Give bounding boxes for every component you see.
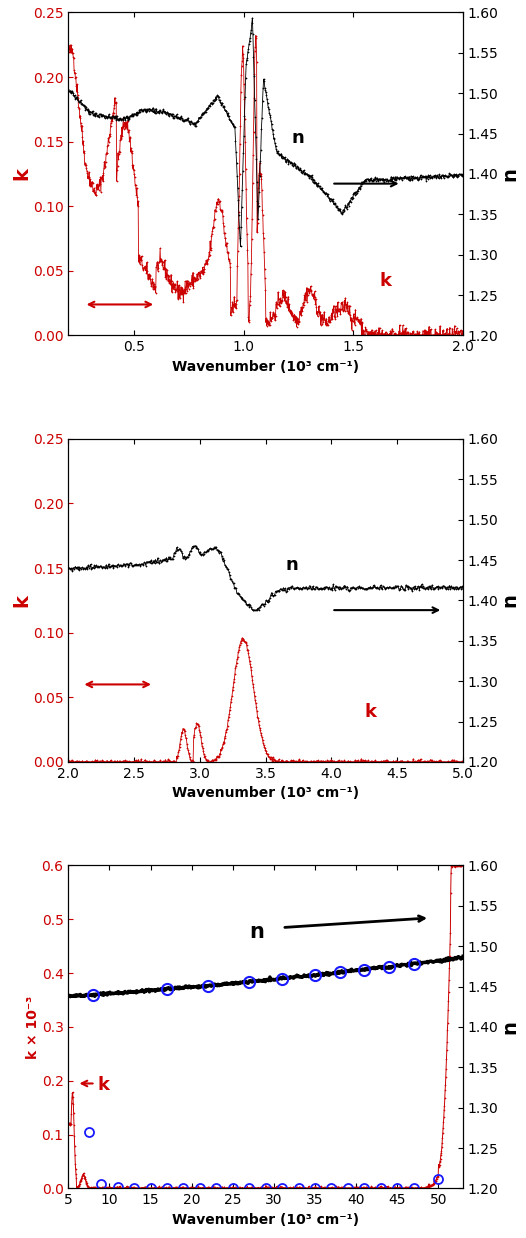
Text: k: k: [380, 272, 391, 291]
Text: n: n: [285, 556, 298, 573]
Y-axis label: n: n: [500, 593, 519, 608]
X-axis label: Wavenumber (10³ cm⁻¹): Wavenumber (10³ cm⁻¹): [172, 360, 359, 374]
X-axis label: Wavenumber (10³ cm⁻¹): Wavenumber (10³ cm⁻¹): [172, 1213, 359, 1227]
Y-axis label: n: n: [500, 1020, 519, 1034]
X-axis label: Wavenumber (10³ cm⁻¹): Wavenumber (10³ cm⁻¹): [172, 786, 359, 801]
Text: n: n: [292, 129, 305, 147]
Y-axis label: k: k: [13, 594, 32, 607]
Y-axis label: k × 10⁻³: k × 10⁻³: [26, 995, 40, 1058]
Y-axis label: n: n: [500, 167, 519, 181]
Y-axis label: k: k: [13, 167, 32, 181]
Text: n: n: [249, 922, 264, 942]
Text: k: k: [97, 1077, 109, 1094]
Text: k: k: [364, 703, 376, 721]
